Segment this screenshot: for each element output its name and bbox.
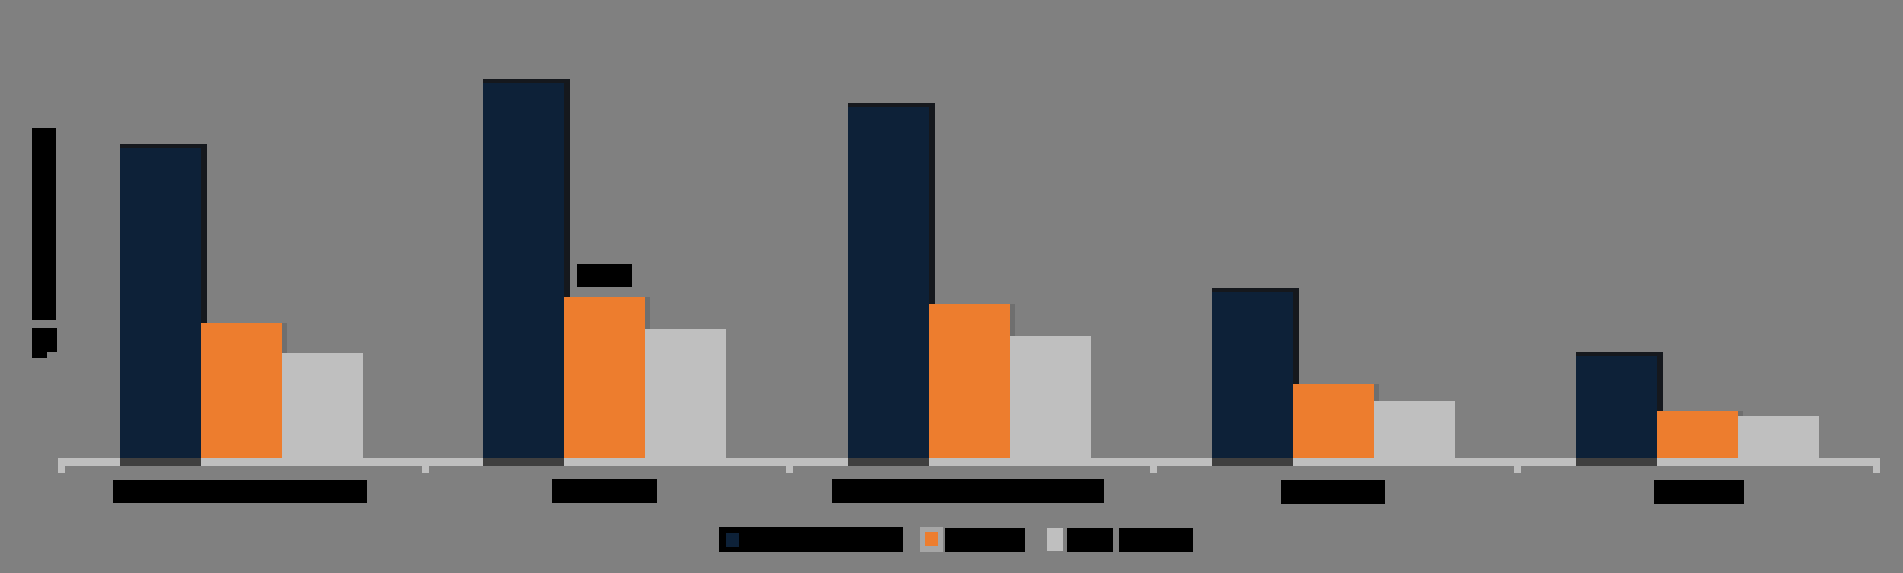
bar-group-3-silver	[1010, 336, 1091, 458]
bar-group-2-orange	[564, 297, 645, 458]
bar-group-1-navy	[120, 144, 207, 458]
x-axis-tick-4	[1150, 458, 1157, 473]
bar-group-2-navy	[483, 79, 570, 458]
data-label-redacted	[577, 264, 632, 287]
bar-group-2-silver	[645, 329, 726, 458]
axis-shadow-under-navy-group-1	[120, 458, 201, 466]
bar-group-5-orange	[1657, 411, 1738, 458]
x-axis-line	[58, 458, 1880, 466]
category-label-redacted-group-1	[113, 480, 367, 503]
y-axis-title-redacted-block-2	[32, 328, 57, 352]
legend-marker-orange-swatch	[925, 532, 938, 546]
legend	[0, 527, 1903, 552]
bar-group-4-silver	[1374, 401, 1455, 458]
y-axis-title-redacted-block-3	[32, 352, 47, 358]
x-axis-tick-5	[1514, 458, 1521, 473]
y-axis-title-redacted-block-1	[32, 128, 56, 320]
legend-marker-navy-swatch	[726, 533, 739, 547]
bar-group-5-silver	[1738, 416, 1819, 458]
bar-group-4-navy	[1212, 288, 1299, 458]
x-axis-tick-6	[1873, 458, 1880, 473]
axis-shadow-under-navy-group-3	[848, 458, 929, 466]
legend-label-redacted-silver-2	[1119, 528, 1193, 552]
bar-group-1-orange	[201, 323, 282, 458]
axis-shadow-under-navy-group-5	[1576, 458, 1657, 466]
category-label-redacted-group-3	[832, 479, 1104, 503]
bar-group-4-orange	[1293, 384, 1374, 458]
bar-group-3-orange	[929, 304, 1010, 458]
category-label-redacted-group-4	[1281, 480, 1385, 504]
legend-item-orange	[920, 527, 943, 552]
category-label-redacted-group-2	[552, 479, 657, 503]
axis-shadow-under-navy-group-4	[1212, 458, 1293, 466]
bar-group-5-navy	[1576, 352, 1663, 458]
category-label-redacted-group-5	[1654, 480, 1744, 504]
legend-label-redacted-orange-1	[945, 528, 1025, 552]
legend-item-silver	[1047, 528, 1063, 551]
axis-shadow-under-navy-group-2	[483, 458, 564, 466]
x-axis-tick-3	[786, 458, 793, 473]
x-axis-tick-1	[58, 458, 65, 473]
x-axis-tick-2	[422, 458, 429, 473]
bar-group-3-navy	[848, 103, 935, 458]
bar-group-1-silver	[282, 353, 363, 458]
legend-item-navy	[719, 527, 903, 552]
legend-label-redacted-silver-1	[1067, 528, 1113, 552]
